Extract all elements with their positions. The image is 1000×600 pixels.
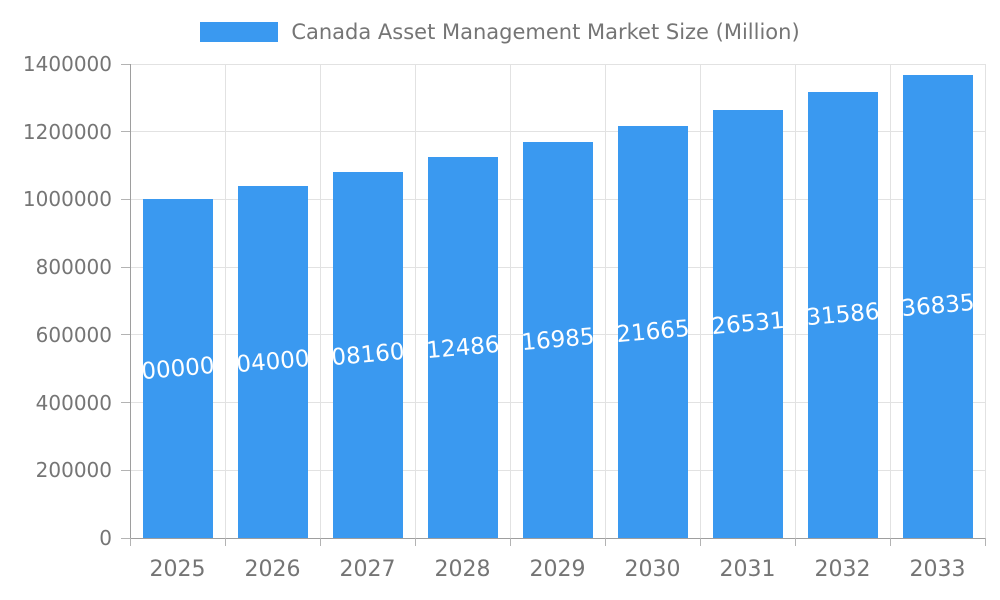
bar-label-2025: 1000000 — [142, 351, 213, 387]
legend-item[interactable]: Canada Asset Management Market Size (Mil… — [200, 20, 800, 44]
gridline-horizontal-1200000 — [130, 131, 985, 133]
x-axis-line — [121, 538, 985, 539]
y-axis-line — [129, 64, 131, 539]
y-tick-label-600000: 600000 — [35, 322, 112, 347]
x-tick-label-2026: 2026 — [244, 557, 301, 582]
bar-label-2031: 1265319 — [712, 306, 783, 342]
bar-2032: 1315868 — [807, 92, 878, 538]
x-axis-tick-7 — [794, 538, 796, 546]
y-axis-tick-400000 — [121, 402, 130, 404]
x-tick-label-2031: 2031 — [719, 557, 776, 582]
y-axis-tick-1200000 — [121, 131, 130, 133]
x-tick-label-2030: 2030 — [624, 557, 681, 582]
bar-label-2026: 1040000 — [237, 344, 308, 380]
bar-2028: 1124864 — [427, 157, 498, 538]
gridline-vertical-5 — [604, 64, 606, 538]
y-tick-label-400000: 400000 — [35, 390, 112, 415]
x-axis-tick-4 — [509, 538, 511, 546]
gridline-vertical-1 — [224, 64, 226, 538]
x-axis-tick-2 — [319, 538, 321, 546]
y-tick-label-200000: 200000 — [35, 458, 112, 483]
y-tick-label-0: 0 — [99, 526, 112, 550]
gridline-vertical-4 — [509, 64, 511, 538]
x-axis-tick-9 — [984, 538, 986, 546]
x-axis-tick-3 — [414, 538, 416, 546]
x-axis-tick-6 — [699, 538, 701, 546]
legend-swatch — [200, 22, 279, 42]
gridline-vertical-6 — [699, 64, 701, 538]
bar-2033: 1368359 — [902, 74, 973, 538]
gridline-horizontal-1400000 — [130, 63, 985, 65]
gridline-vertical-8 — [889, 64, 891, 538]
x-tick-label-2032: 2032 — [814, 557, 871, 582]
bar-label-2029: 1169859 — [522, 322, 593, 358]
y-tick-label-800000: 800000 — [35, 255, 112, 280]
x-axis-tick-1 — [224, 538, 226, 546]
gridline-vertical-7 — [794, 64, 796, 538]
y-axis-tick-1000000 — [121, 198, 130, 200]
x-tick-label-2028: 2028 — [434, 557, 491, 582]
gridline-vertical-9 — [984, 64, 986, 538]
bar-2025: 1000000 — [142, 199, 213, 538]
y-axis-tick-600000 — [121, 334, 130, 336]
bar-2026: 1040000 — [237, 185, 308, 538]
plot-area: 1000000 1040000 1081600 1124864 1169859 12166… — [121, 63, 986, 546]
chart-legend: Canada Asset Management Market Size (Mil… — [0, 20, 1000, 44]
y-axis-tick-0 — [121, 537, 130, 539]
x-axis-tick-5 — [604, 538, 606, 546]
y-axis-tick-200000 — [121, 469, 130, 471]
x-axis-tick-0 — [129, 538, 131, 546]
bar-label-2032: 1315868 — [807, 297, 878, 333]
y-tick-label-1000000: 1000000 — [22, 187, 112, 212]
y-tick-label-1400000: 1400000 — [22, 52, 112, 76]
x-tick-label-2033: 2033 — [909, 557, 966, 582]
x-tick-label-2025: 2025 — [149, 557, 206, 582]
y-axis-tick-1400000 — [121, 63, 130, 65]
gridline-vertical-2 — [319, 64, 321, 538]
x-tick-label-2029: 2029 — [529, 557, 586, 582]
bar-label-2027: 1081600 — [332, 337, 403, 373]
bar-2029: 1169859 — [522, 141, 593, 538]
bar-label-2030: 1216653 — [617, 314, 688, 350]
x-tick-label-2027: 2027 — [339, 557, 396, 582]
bar-2031: 1265319 — [712, 109, 783, 538]
bar-label-2033: 1368359 — [902, 288, 973, 324]
bar-label-2028: 1124864 — [427, 330, 498, 365]
bar-2030: 1216653 — [617, 126, 688, 538]
legend-label: Canada Asset Management Market Size (Mil… — [291, 20, 800, 44]
y-tick-label-1200000: 1200000 — [22, 119, 112, 144]
bar-2027: 1081600 — [332, 171, 403, 538]
x-axis-tick-8 — [889, 538, 891, 546]
gridline-vertical-3 — [414, 64, 416, 538]
y-axis-tick-800000 — [121, 266, 130, 268]
